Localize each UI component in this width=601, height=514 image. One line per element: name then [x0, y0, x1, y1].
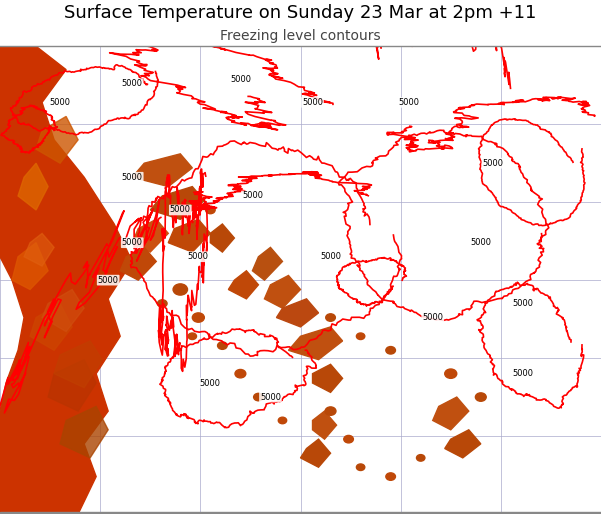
Circle shape [278, 417, 287, 424]
Text: 5000: 5000 [122, 79, 142, 88]
Text: 5000: 5000 [122, 238, 142, 247]
Polygon shape [120, 247, 156, 280]
Text: Freezing level contours: Freezing level contours [220, 29, 381, 43]
Text: 5000: 5000 [230, 75, 251, 83]
Polygon shape [132, 219, 168, 252]
Text: 5000: 5000 [398, 98, 419, 107]
Text: 5000: 5000 [513, 299, 533, 308]
Circle shape [475, 393, 486, 401]
Polygon shape [24, 233, 54, 266]
Polygon shape [132, 154, 192, 187]
Text: 5000: 5000 [320, 252, 341, 261]
Circle shape [445, 369, 457, 378]
Text: 5000: 5000 [471, 238, 491, 247]
Polygon shape [433, 397, 469, 430]
Polygon shape [150, 187, 204, 219]
Text: 5000: 5000 [483, 159, 503, 168]
Text: Surface Temperature on Sunday 23 Mar at 2pm +11: Surface Temperature on Sunday 23 Mar at … [64, 4, 537, 22]
Polygon shape [18, 163, 48, 210]
Polygon shape [300, 439, 331, 467]
Text: 5000: 5000 [170, 206, 191, 214]
Polygon shape [12, 243, 48, 289]
Circle shape [325, 407, 336, 415]
Polygon shape [228, 271, 258, 299]
Circle shape [218, 342, 227, 350]
Polygon shape [445, 430, 481, 458]
Circle shape [386, 346, 395, 354]
Text: 5000: 5000 [423, 313, 443, 322]
Circle shape [344, 435, 353, 443]
Text: 5000: 5000 [242, 191, 263, 200]
Circle shape [206, 206, 215, 214]
Polygon shape [36, 116, 78, 163]
Polygon shape [252, 247, 282, 280]
Polygon shape [42, 289, 84, 332]
Circle shape [157, 300, 167, 307]
Polygon shape [30, 303, 72, 351]
Polygon shape [0, 46, 132, 514]
Circle shape [254, 393, 263, 401]
Text: 5000: 5000 [122, 173, 142, 182]
Polygon shape [313, 411, 337, 439]
Text: 5000: 5000 [513, 369, 533, 378]
Polygon shape [168, 219, 210, 252]
Circle shape [386, 473, 395, 480]
Polygon shape [276, 299, 319, 327]
Circle shape [192, 313, 204, 322]
Circle shape [416, 454, 425, 461]
Polygon shape [0, 430, 48, 514]
Text: 5000: 5000 [50, 98, 70, 107]
Polygon shape [210, 224, 234, 252]
Polygon shape [264, 276, 300, 308]
Polygon shape [288, 327, 343, 360]
Text: 5000: 5000 [260, 393, 281, 401]
Circle shape [173, 284, 188, 295]
Circle shape [235, 370, 246, 378]
Circle shape [188, 333, 197, 340]
Polygon shape [60, 407, 108, 458]
Polygon shape [48, 360, 96, 411]
Polygon shape [54, 341, 102, 388]
Circle shape [356, 464, 365, 470]
Text: 5000: 5000 [302, 98, 323, 107]
Text: 5000: 5000 [98, 276, 118, 285]
Text: 5000: 5000 [188, 252, 209, 261]
Circle shape [326, 314, 335, 321]
Circle shape [356, 333, 365, 340]
Polygon shape [313, 364, 343, 392]
Text: 5000: 5000 [200, 378, 221, 388]
